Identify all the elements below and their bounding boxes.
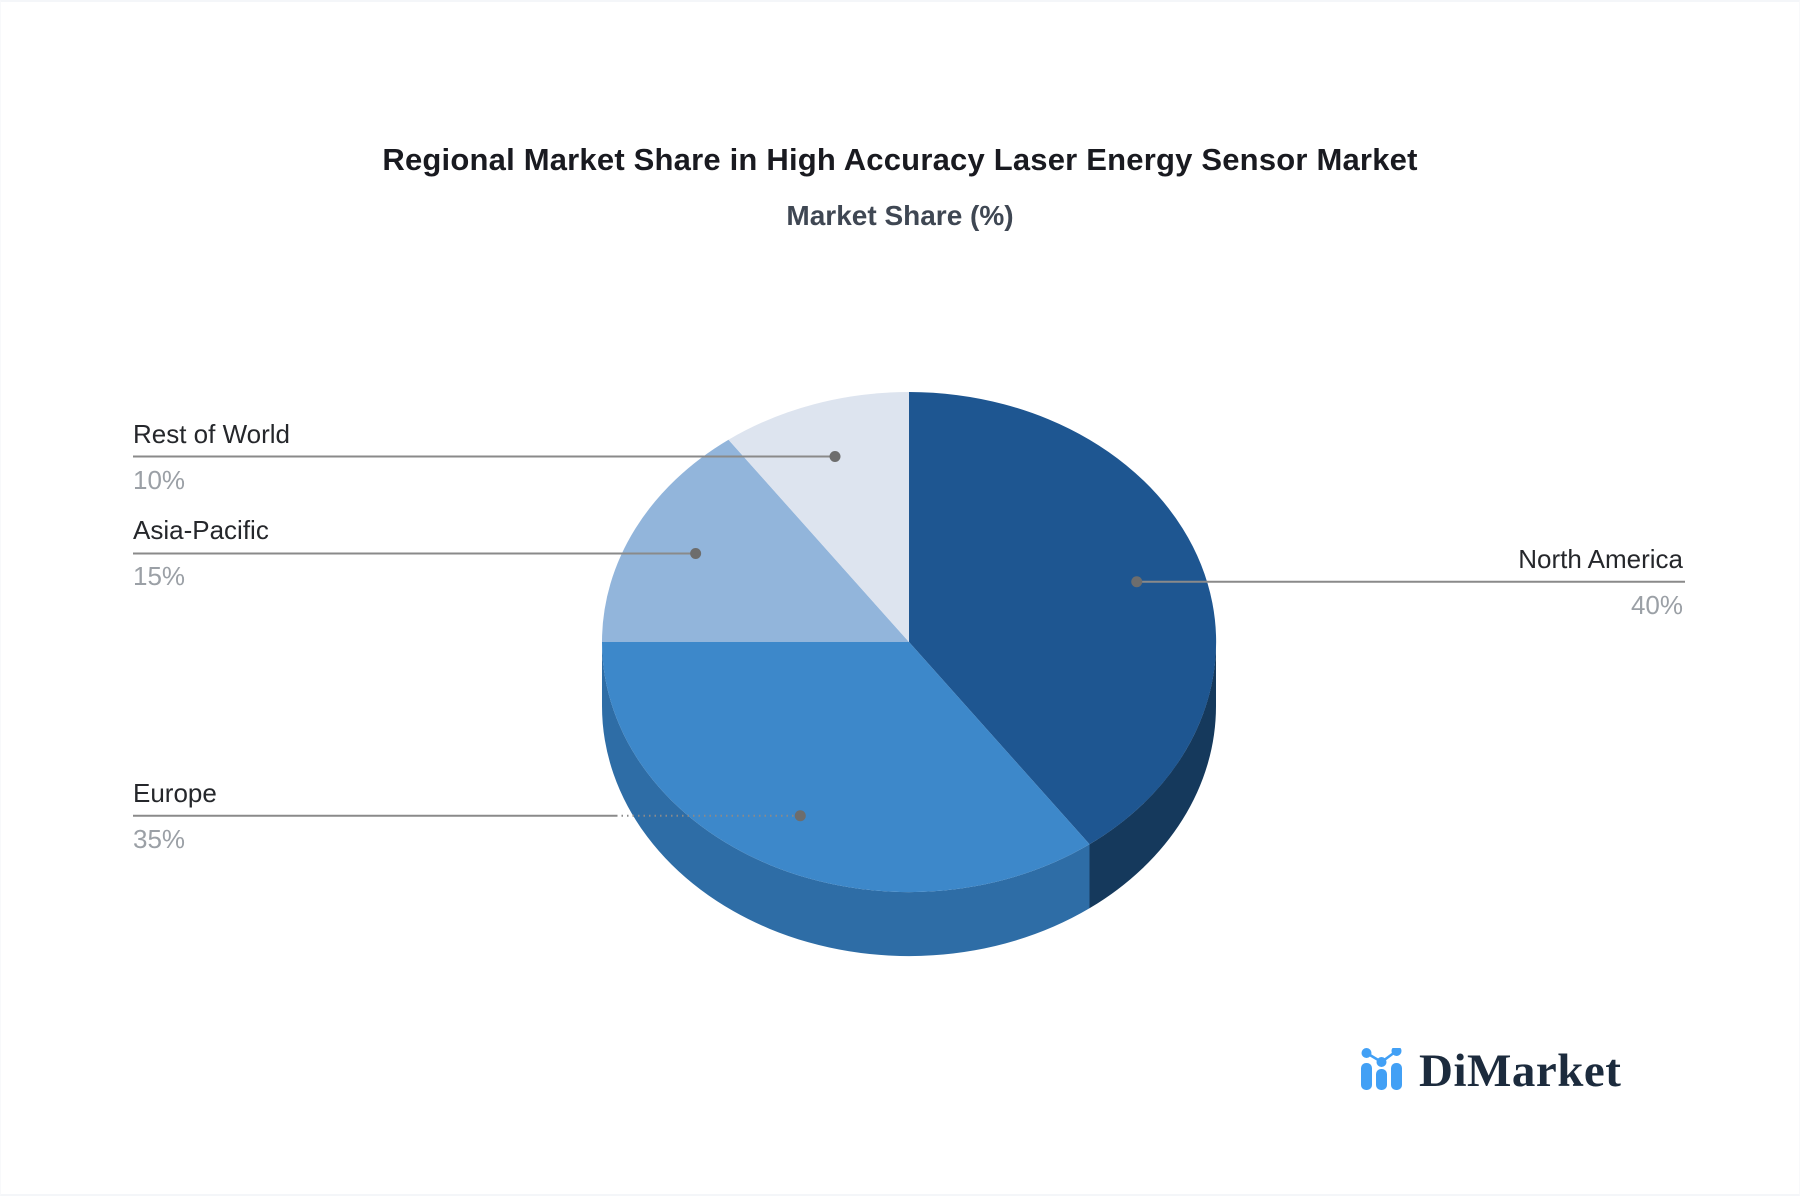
pie-slice-side-north-america (1089, 642, 1216, 909)
slice-label-rest-of-world: Rest of World (133, 418, 291, 449)
pie-slice-asia-pacific[interactable] (602, 439, 909, 642)
leader-dot-asia-pacific (690, 547, 702, 559)
pie-slice-side-europe (602, 642, 1090, 957)
chart-subtitle: Market Share (%) (786, 200, 1014, 231)
leader-dot-europe (794, 810, 806, 822)
slice-label-europe: Europe (133, 777, 217, 808)
leader-dot-rest-of-world (829, 451, 841, 463)
chart-title: Regional Market Share in High Accuracy L… (382, 142, 1418, 177)
slice-label-asia-pacific: Asia-Pacific (133, 515, 269, 546)
pie-slice-north-america[interactable] (909, 391, 1217, 845)
slice-value-rest-of-world: 10% (133, 464, 186, 495)
slice-label-north-america: North America (1518, 543, 1683, 574)
brand-logo: DiMarket (1361, 1046, 1621, 1106)
leader-dot-north-america (1131, 576, 1143, 588)
pie-slice-europe[interactable] (602, 642, 1090, 893)
bar-line-chart-icon (1361, 1048, 1402, 1090)
slice-value-asia-pacific: 15% (133, 561, 186, 592)
pie-slice-rest-of-world[interactable] (728, 391, 910, 642)
slice-value-north-america: 40% (1630, 589, 1683, 620)
slice-value-europe: 35% (133, 823, 186, 854)
brand-wordmark: DiMarket (1419, 1045, 1622, 1097)
